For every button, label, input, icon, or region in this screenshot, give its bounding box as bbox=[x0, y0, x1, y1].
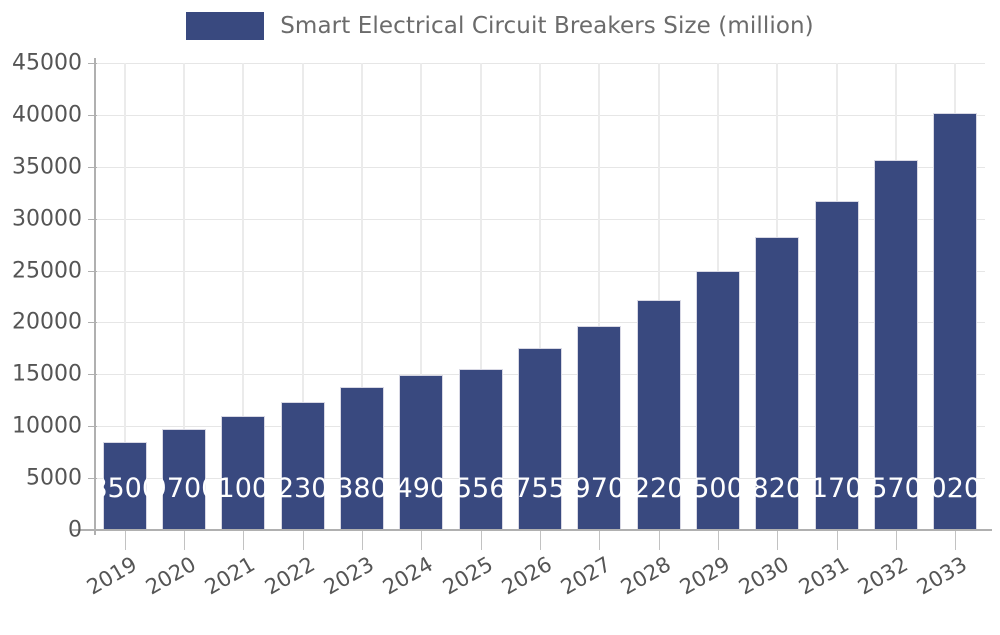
bar-value-label: 17550 bbox=[518, 472, 562, 504]
legend-label: Smart Electrical Circuit Breakers Size (… bbox=[280, 13, 814, 39]
gridline-vertical bbox=[479, 63, 482, 530]
y-axis-tick-label: 45000 bbox=[12, 50, 82, 76]
y-axis-tick-mark bbox=[88, 426, 97, 428]
bar-value-label: 13800 bbox=[340, 472, 384, 504]
bar-value-label-clip: 35700 bbox=[874, 161, 918, 529]
bar-value-label-clip: 15560 bbox=[459, 370, 503, 529]
bar[interactable] bbox=[874, 159, 918, 530]
x-axis-tick-mark bbox=[955, 531, 957, 550]
y-axis-tick-mark bbox=[88, 114, 97, 116]
x-axis-tick-mark bbox=[896, 531, 897, 550]
y-axis-tick-label: 35000 bbox=[12, 154, 82, 180]
bar-value-label: 8500 bbox=[103, 472, 147, 504]
bar-value-label: 22200 bbox=[636, 472, 681, 504]
bar-chart: Smart Electrical Circuit Breakers Size (… bbox=[0, 0, 1000, 600]
bar-value-label-clip: 12300 bbox=[281, 403, 325, 529]
bar[interactable] bbox=[814, 201, 859, 530]
bar-value-label-clip: 40200 bbox=[933, 114, 977, 529]
gridline-vertical bbox=[242, 63, 245, 530]
x-axis-tick-mark bbox=[718, 531, 719, 550]
bar[interactable] bbox=[696, 270, 740, 530]
bar-value-label: 12300 bbox=[280, 472, 325, 504]
y-axis-tick-mark bbox=[88, 63, 97, 64]
y-axis-tick-label: 15000 bbox=[12, 361, 82, 387]
y-axis-tick-label: 20000 bbox=[12, 309, 82, 335]
bar[interactable] bbox=[518, 347, 562, 530]
gridline-vertical bbox=[361, 63, 363, 530]
bar-value-label-clip: 28200 bbox=[755, 238, 799, 529]
y-axis-tick-mark bbox=[88, 530, 97, 531]
bar-value-label: 25000 bbox=[696, 472, 740, 504]
y-axis: 0 5000 10000 15000 20000 25000 30000 35000 40000… bbox=[0, 0, 82, 600]
y-axis-tick-mark bbox=[88, 322, 97, 324]
bar-value-label-clip: 22200 bbox=[637, 301, 681, 529]
y-axis-tick-mark bbox=[88, 166, 97, 168]
bar-value-label-clip: 8500 bbox=[103, 443, 147, 529]
bar[interactable] bbox=[399, 375, 444, 530]
bar-value-label-clip: 31700 bbox=[815, 202, 859, 529]
bar-value-label: 9700 bbox=[162, 472, 206, 504]
x-axis-tick-mark bbox=[480, 531, 482, 550]
bar-value-label-clip: 9700 bbox=[162, 430, 206, 529]
gridline-vertical bbox=[657, 63, 660, 530]
bar[interactable] bbox=[221, 415, 266, 530]
bar-value-label: 14900 bbox=[399, 472, 444, 504]
x-axis-tick-mark bbox=[243, 531, 245, 550]
x-axis-tick-mark bbox=[599, 531, 601, 550]
x-axis-spine bbox=[72, 529, 992, 531]
y-axis-tick-label: 30000 bbox=[12, 206, 82, 232]
gridline-vertical bbox=[183, 63, 185, 530]
bar-value-label-clip: 11000 bbox=[221, 417, 265, 529]
bar-value-label: 31700 bbox=[814, 472, 859, 504]
gridline-vertical bbox=[598, 63, 601, 530]
bar[interactable] bbox=[458, 368, 503, 530]
gridline-vertical bbox=[539, 63, 541, 530]
x-axis-tick-mark bbox=[658, 531, 660, 550]
bar[interactable] bbox=[340, 386, 384, 530]
bar-value-label: 28200 bbox=[755, 472, 800, 504]
x-axis-tick-mark bbox=[836, 531, 838, 550]
gridline-vertical bbox=[420, 63, 423, 530]
bar[interactable] bbox=[933, 112, 978, 530]
gridline-vertical bbox=[123, 63, 126, 530]
bar-value-label: 15560 bbox=[458, 472, 503, 504]
y-axis-tick-label: 10000 bbox=[12, 413, 82, 439]
bar-value-label-clip: 14900 bbox=[399, 376, 443, 529]
x-axis-tick-mark bbox=[421, 531, 423, 550]
chart-legend: Smart Electrical Circuit Breakers Size (… bbox=[0, 0, 1000, 52]
y-axis-tick-label: 40000 bbox=[12, 102, 82, 128]
gridline-vertical bbox=[301, 63, 304, 530]
bar-value-label: 19700 bbox=[577, 472, 622, 504]
bar-value-label-clip: 17550 bbox=[518, 349, 562, 529]
x-axis-tick-mark bbox=[540, 531, 541, 550]
bar-value-label: 11000 bbox=[221, 472, 266, 504]
bar[interactable] bbox=[280, 402, 325, 530]
bar-value-label: 35700 bbox=[874, 472, 918, 504]
y-axis-spine bbox=[94, 58, 96, 535]
x-axis-tick-mark bbox=[777, 531, 779, 550]
x-axis-tick-mark bbox=[124, 531, 126, 550]
x-axis-tick-mark bbox=[184, 531, 185, 550]
bar[interactable] bbox=[102, 441, 147, 530]
plot-area: 8500 9700 11000 12300 13800 14900 15560 17550 19… bbox=[95, 63, 985, 531]
y-axis-tick-mark bbox=[88, 270, 97, 272]
y-axis-tick-label: 0 bbox=[68, 517, 82, 543]
x-axis-tick-mark bbox=[302, 531, 304, 550]
x-axis-tick-mark bbox=[362, 531, 363, 550]
y-axis-tick-mark bbox=[88, 478, 97, 480]
legend-color-swatch bbox=[186, 12, 265, 40]
y-axis-tick-label: 25000 bbox=[12, 258, 82, 284]
y-axis-tick-mark bbox=[88, 218, 97, 220]
y-axis-tick-label: 5000 bbox=[26, 465, 82, 491]
bar-value-label-clip: 13800 bbox=[340, 388, 384, 529]
bar-value-label-clip: 19700 bbox=[577, 327, 621, 529]
bar-value-label: 40200 bbox=[933, 472, 978, 504]
bar-value-label-clip: 25000 bbox=[696, 272, 740, 529]
y-axis-tick-mark bbox=[88, 374, 97, 376]
bar[interactable] bbox=[755, 237, 800, 530]
bar[interactable] bbox=[636, 299, 681, 530]
